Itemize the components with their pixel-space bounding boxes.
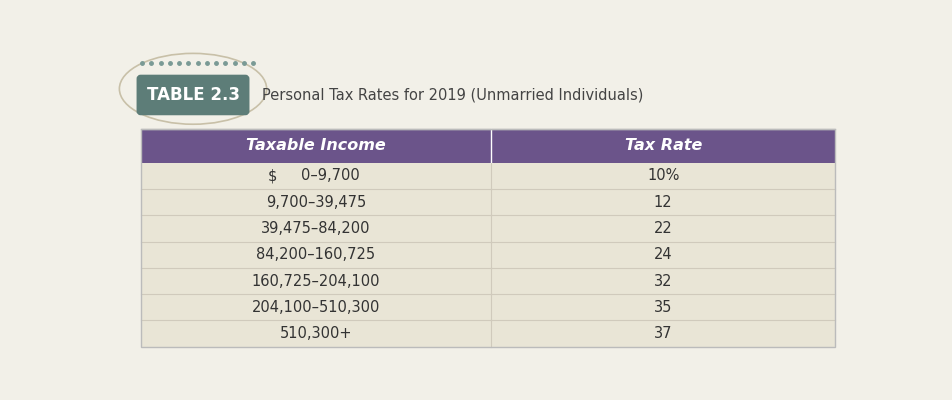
Text: $: $ <box>268 168 277 183</box>
Text: 204,100–510,300: 204,100–510,300 <box>252 300 380 315</box>
Text: 9,700–39,475: 9,700–39,475 <box>266 195 367 210</box>
Text: 510,300+: 510,300+ <box>280 326 352 341</box>
Bar <box>141 129 835 347</box>
Text: 84,200–160,725: 84,200–160,725 <box>256 247 376 262</box>
Text: 12: 12 <box>654 195 672 210</box>
Text: 0–9,700: 0–9,700 <box>301 168 359 183</box>
Text: 160,725–204,100: 160,725–204,100 <box>251 274 380 288</box>
Bar <box>141 163 835 347</box>
Text: Tax Rate: Tax Rate <box>625 138 702 153</box>
Text: Taxable Income: Taxable Income <box>247 138 386 153</box>
Text: 35: 35 <box>654 300 672 315</box>
Text: 22: 22 <box>654 221 673 236</box>
FancyBboxPatch shape <box>138 76 248 114</box>
Text: 10%: 10% <box>647 168 680 183</box>
Text: 37: 37 <box>654 326 672 341</box>
Text: 32: 32 <box>654 274 672 288</box>
Text: Personal Tax Rates for 2019 (Unmarried Individuals): Personal Tax Rates for 2019 (Unmarried I… <box>263 88 644 102</box>
Text: 24: 24 <box>654 247 672 262</box>
Text: 39,475–84,200: 39,475–84,200 <box>261 221 370 236</box>
Bar <box>141 129 835 163</box>
Text: TABLE 2.3: TABLE 2.3 <box>147 86 240 104</box>
